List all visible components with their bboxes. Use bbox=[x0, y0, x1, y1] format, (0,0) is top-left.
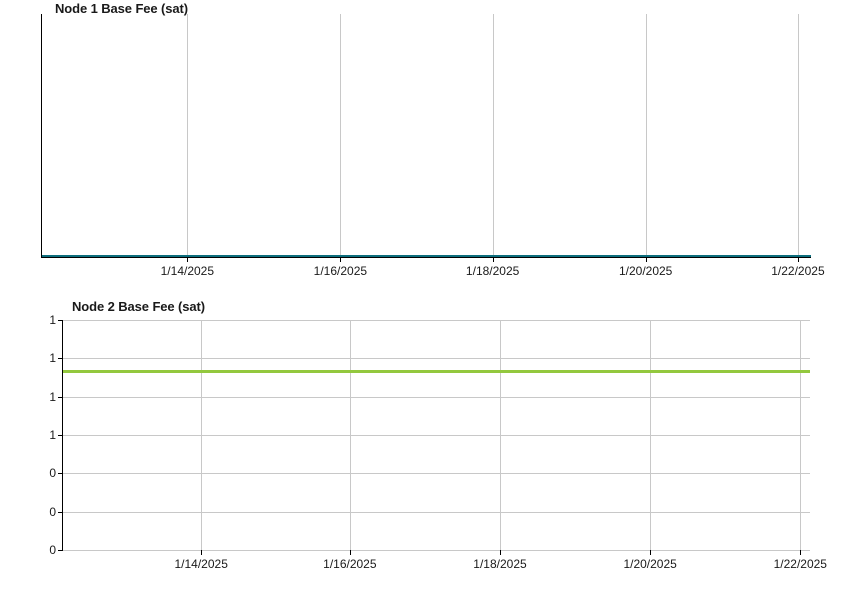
horizontal-gridline bbox=[63, 473, 810, 475]
x-tick-mark bbox=[800, 550, 802, 555]
series-line-node-1 bbox=[42, 255, 811, 257]
x-axis-tick-label: 1/20/2025 bbox=[623, 557, 677, 571]
chart-title-node-1: Node 1 Base Fee (sat) bbox=[55, 1, 189, 16]
x-tick-mark bbox=[499, 550, 501, 555]
y-tick-mark bbox=[58, 473, 63, 475]
y-axis-tick-label: 0 bbox=[49, 504, 56, 519]
vertical-gridline bbox=[201, 320, 203, 550]
y-axis-tick-label: 1 bbox=[49, 351, 56, 366]
series-line-node-2 bbox=[63, 370, 810, 373]
horizontal-gridline bbox=[63, 435, 810, 436]
x-axis-line-node-1 bbox=[41, 257, 811, 258]
horizontal-gridline bbox=[63, 511, 810, 513]
vertical-gridline bbox=[650, 320, 652, 550]
horizontal-gridline bbox=[63, 550, 810, 551]
x-tick-mark bbox=[187, 257, 189, 262]
x-axis-tick-label: 1/22/2025 bbox=[771, 264, 825, 278]
horizontal-gridline bbox=[63, 396, 810, 398]
x-axis-tick-label: 1/14/2025 bbox=[160, 264, 215, 278]
horizontal-gridline bbox=[63, 358, 810, 360]
y-tick-mark bbox=[58, 511, 63, 513]
vertical-gridline bbox=[645, 14, 647, 257]
x-tick-mark bbox=[340, 257, 342, 262]
vertical-gridline bbox=[340, 14, 342, 257]
vertical-gridline bbox=[499, 320, 501, 550]
chart-panel-node-1: Node 1 Base Fee (sat) 1/14/2025 1/16/2025… bbox=[0, 0, 860, 295]
y-axis-tick-label: 0 bbox=[49, 543, 56, 557]
x-tick-mark bbox=[645, 257, 647, 262]
y-axis-tick-label: 1 bbox=[49, 428, 56, 442]
y-axis-tick-label: 0 bbox=[49, 466, 56, 481]
vertical-gridline bbox=[797, 14, 799, 257]
x-axis-tick-label: 1/18/2025 bbox=[473, 557, 527, 571]
y-axis-tick-label: 1 bbox=[49, 313, 56, 327]
vertical-gridline bbox=[800, 320, 802, 550]
plot-area-node-2: 1 1 1 1 0 0 0 1/14/2025 1/16/2025 1/18/2025 1/20/… bbox=[49, 313, 827, 571]
x-axis-tick-label: 1/14/2025 bbox=[174, 557, 228, 571]
x-axis-tick-label: 1/16/2025 bbox=[313, 264, 368, 278]
chart-title-node-2: Node 2 Base Fee (sat) bbox=[72, 299, 206, 314]
x-axis-tick-label: 1/20/2025 bbox=[618, 264, 673, 278]
vertical-gridline bbox=[349, 320, 351, 550]
plot-area-node-1: 1/14/2025 1/16/2025 1/18/2025 1/20/2025 1/22… bbox=[41, 14, 825, 278]
x-tick-mark bbox=[650, 550, 652, 555]
x-axis-tick-label: 1/18/2025 bbox=[465, 264, 520, 278]
y-tick-mark bbox=[58, 320, 63, 321]
x-tick-mark bbox=[797, 257, 799, 262]
x-tick-mark bbox=[349, 550, 351, 555]
y-tick-mark bbox=[58, 435, 63, 436]
vertical-gridline bbox=[492, 14, 494, 257]
y-tick-mark bbox=[58, 358, 63, 360]
x-tick-mark bbox=[201, 550, 203, 555]
y-tick-mark bbox=[58, 396, 63, 398]
x-axis-tick-label: 1/16/2025 bbox=[323, 557, 377, 571]
x-axis-tick-label: 1/22/2025 bbox=[773, 557, 827, 571]
horizontal-gridline bbox=[63, 320, 810, 321]
vertical-gridline bbox=[187, 14, 189, 257]
y-axis-tick-label: 1 bbox=[49, 389, 56, 404]
y-axis-line-node-1 bbox=[41, 14, 42, 257]
y-tick-mark bbox=[58, 550, 63, 551]
x-tick-mark bbox=[492, 257, 494, 262]
